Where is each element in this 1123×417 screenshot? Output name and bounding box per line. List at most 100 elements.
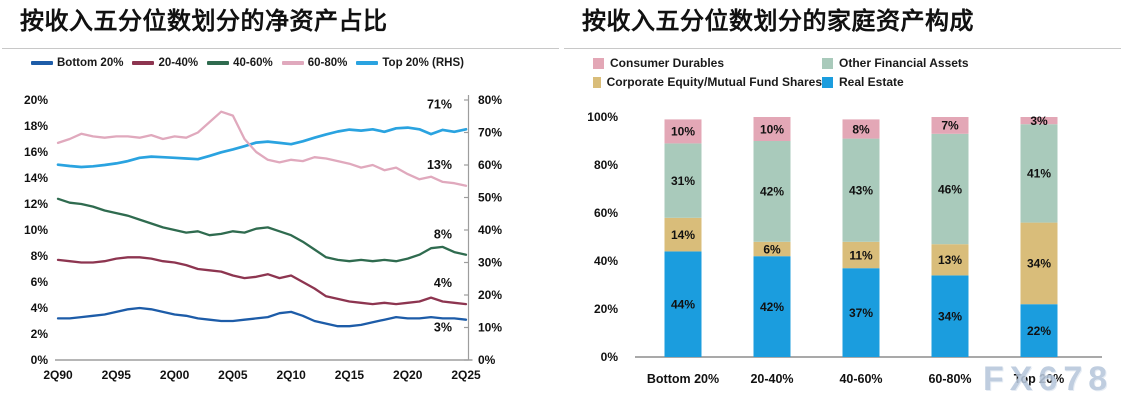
bar-segment-label: 44%: [671, 298, 695, 312]
series-end-label: 71%: [427, 97, 452, 111]
y-axis-tick-label: 100%: [587, 110, 618, 124]
right-chart-title: 按收入五分位数划分的家庭资产构成: [582, 8, 974, 35]
x-axis-tick-label: 2Q20: [393, 368, 423, 382]
legend-box-swatch: [593, 76, 601, 88]
x-axis-tick-label: 2Q90: [43, 368, 73, 382]
legend-label: 60-80%: [307, 57, 348, 69]
series-end-label: 13%: [427, 158, 452, 172]
left-axis-tick-label: 2%: [31, 327, 49, 341]
bar-segment-consumer-durables: [664, 119, 702, 144]
right-panel-header: 按收入五分位数划分的家庭资产构成: [564, 0, 1121, 49]
bar-segment-real-estate: [753, 256, 791, 357]
bar-segment-label: 46%: [938, 182, 962, 196]
bar-segment-consumer-durables: [1020, 117, 1058, 125]
bar-segment-corporate-equity-mutual-fund-shares: [931, 244, 969, 276]
right-axis-tick-label: 20%: [478, 288, 502, 302]
y-axis-tick-label: 40%: [594, 254, 618, 268]
bar-segment-corporate-equity-mutual-fund-shares: [1020, 222, 1058, 305]
y-axis-tick-label: 80%: [594, 158, 618, 172]
bar-segment-label: 3%: [1030, 114, 1048, 128]
right-axis-tick-label: 70%: [478, 126, 502, 140]
right-chart-legend: Consumer Durables Other Financial Assets C…: [593, 56, 1123, 89]
x-axis-tick-label: 2Q00: [160, 368, 190, 382]
legend-line-swatch: [356, 61, 379, 65]
bar-segment-other-financial-assets: [753, 141, 791, 242]
left-axis-tick-label: 14%: [24, 171, 48, 185]
bar-segment-label: 7%: [941, 119, 959, 133]
y-axis-tick-label: 60%: [594, 206, 618, 220]
legend-label: Top 20% (RHS): [382, 57, 464, 69]
bar-segment-other-financial-assets: [931, 133, 969, 245]
category-label: Top 20%: [1014, 372, 1064, 386]
line-series-60-80: [56, 110, 468, 187]
net-worth-share-panel: 按收入五分位数划分的净资产占比 Bottom 20% 20-40% 40-60% 60…: [0, 0, 561, 417]
y-axis-tick-label: 20%: [594, 302, 618, 316]
left-axis-tick-label: 6%: [31, 275, 49, 289]
legend-box-swatch: [593, 57, 604, 69]
legend-label: 20-40%: [158, 57, 199, 69]
bar-segment-label: 10%: [671, 125, 695, 139]
legend-label: Real Estate: [839, 75, 904, 89]
x-axis-tick-label: 2Q25: [451, 368, 481, 382]
net-worth-line-chart: 80% 70% 60% 50% 40% 30% 20% 10% 0% 20% 18% 16% 14% 12…: [24, 93, 502, 382]
legend-item-corporate-equity-mutual-fund-shares: Corporate Equity/Mutual Fund Shares: [593, 75, 822, 89]
bar-segment-label: 41%: [1027, 167, 1051, 181]
legend-item-consumer-durables: Consumer Durables: [593, 56, 822, 70]
legend-line-swatch: [207, 61, 230, 65]
bar-segment-label: 13%: [938, 253, 962, 267]
y-axis-tick-label: 0%: [601, 350, 619, 364]
bar-segment-real-estate: [664, 251, 702, 357]
category-label: 20-40%: [750, 372, 793, 386]
series-end-label: 8%: [434, 228, 452, 242]
bar-segment-corporate-equity-mutual-fund-shares: [753, 241, 791, 257]
bar-segment-consumer-durables: [931, 117, 969, 134]
category-label: 40-60%: [839, 372, 882, 386]
left-axis-tick-label: 12%: [24, 197, 48, 211]
legend-line-swatch: [281, 61, 304, 65]
right-axis-tick-label: 30%: [478, 256, 502, 270]
legend-item-top-20-rhs: Top 20% (RHS): [356, 57, 464, 69]
bar-segment-corporate-equity-mutual-fund-shares: [664, 217, 702, 252]
bar-segment-label: 34%: [938, 310, 962, 324]
right-axis-tick-label: 60%: [478, 158, 502, 172]
right-axis-tick-label: 50%: [478, 191, 502, 205]
bar-segment-corporate-equity-mutual-fund-shares: [842, 241, 880, 269]
legend-label: Corporate Equity/Mutual Fund Shares: [606, 75, 822, 89]
line-series-20-40: [56, 256, 468, 306]
legend-item-other-financial-assets: Other Financial Assets: [822, 56, 1123, 70]
right-axis-tick-label: 40%: [478, 223, 502, 237]
line-series-40-60: [56, 197, 468, 263]
left-axis-tick-label: 16%: [24, 145, 48, 159]
line-series-bottom-20: [56, 306, 468, 328]
legend-label: Bottom 20%: [57, 57, 124, 69]
bar-segment-other-financial-assets: [842, 138, 880, 242]
left-chart-title: 按收入五分位数划分的净资产占比: [20, 8, 388, 35]
legend-box-swatch: [822, 57, 833, 69]
bar-segment-label: 31%: [671, 174, 695, 188]
legend-label: Other Financial Assets: [839, 56, 969, 70]
right-axis-tick-label: 10%: [478, 321, 502, 335]
bar-segment-label: 6%: [763, 242, 781, 256]
legend-item-bottom-20: Bottom 20%: [31, 57, 123, 69]
legend-item-20-40: 20-40%: [132, 57, 198, 69]
bar-segment-label: 34%: [1027, 257, 1051, 271]
bar-segment-real-estate: [842, 268, 880, 357]
bar-segment-real-estate: [1020, 304, 1058, 357]
bar-segment-label: 42%: [760, 185, 784, 199]
bar-segment-label: 22%: [1027, 324, 1051, 338]
left-axis-tick-label: 8%: [31, 249, 49, 263]
legend-line-swatch: [132, 61, 155, 65]
category-label: Bottom 20%: [647, 372, 719, 386]
bar-segment-label: 8%: [852, 122, 870, 136]
category-label: 60-80%: [928, 372, 971, 386]
asset-composition-panel: 按收入五分位数划分的家庭资产构成 Consumer Durables Other …: [562, 0, 1123, 417]
asset-composition-bar-chart: 0% 20% 40% 60% 80% 100% 44% 14% 31% 10% Bottom 20%…: [587, 110, 1102, 386]
left-axis-tick-label: 18%: [24, 119, 48, 133]
left-axis-tick-label: 4%: [31, 301, 49, 315]
bar-segment-other-financial-assets: [1020, 124, 1058, 223]
bar-segment-consumer-durables: [842, 119, 880, 139]
legend-item-40-60: 40-60%: [207, 57, 273, 69]
bar-segment-label: 11%: [849, 248, 873, 262]
bar-segment-label: 14%: [671, 228, 695, 242]
legend-item-60-80: 60-80%: [281, 57, 348, 69]
